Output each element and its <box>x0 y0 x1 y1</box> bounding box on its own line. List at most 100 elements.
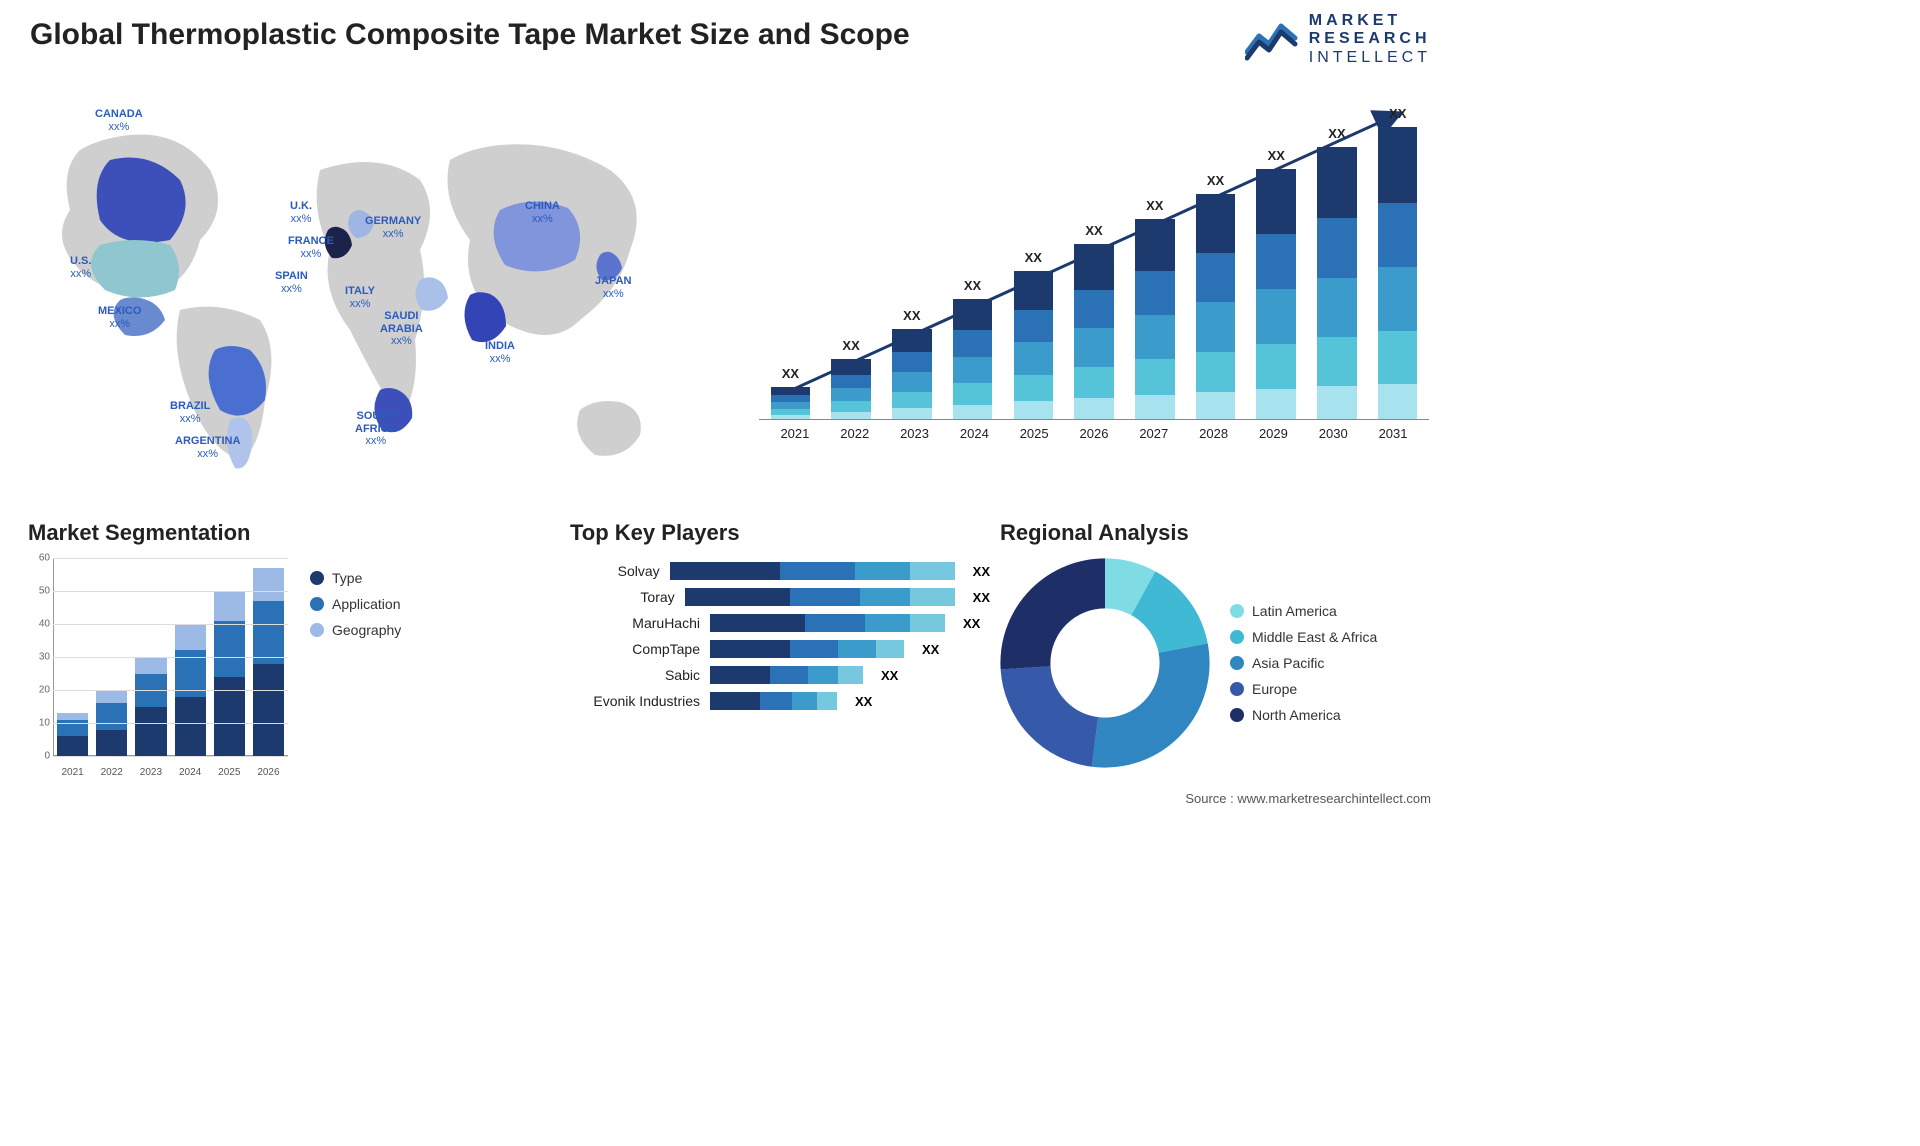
seg-legend-item: Type <box>310 570 401 586</box>
regional-legend-item: North America <box>1230 707 1377 723</box>
main-bar-seg <box>1317 218 1357 278</box>
main-xlabel: 2027 <box>1124 426 1184 441</box>
main-bar-seg <box>1196 194 1236 253</box>
main-bar-seg <box>892 408 932 419</box>
seg-bar-seg <box>57 736 88 756</box>
main-bar-seg <box>831 412 871 419</box>
player-name: Toray <box>570 589 675 605</box>
players-chart: SolvayXXTorayXXMaruHachiXXCompTapeXXSabi… <box>570 562 990 710</box>
main-bar-seg <box>1378 331 1418 384</box>
regional-legend-item: Asia Pacific <box>1230 655 1377 671</box>
seg-grid <box>53 558 288 559</box>
seg-bar-seg <box>96 703 127 729</box>
main-bar-seg <box>953 405 993 419</box>
main-bar-seg <box>831 388 871 401</box>
map-label-india: INDIAxx% <box>485 340 515 365</box>
map-usa <box>91 240 179 298</box>
seg-ytick: 30 <box>28 652 50 663</box>
player-seg <box>910 614 945 632</box>
main-bar-seg <box>771 395 811 402</box>
main-bar-seg <box>1378 203 1418 267</box>
main-bar-2027: XX <box>1129 100 1180 419</box>
seg-bar-seg <box>175 624 206 650</box>
logo-line1: MARKET <box>1309 12 1431 30</box>
main-bar-seg <box>1074 398 1114 419</box>
main-growth-chart: XXXXXXXXXXXXXXXXXXXXXX 20212022202320242… <box>759 100 1429 480</box>
main-bar-seg <box>953 299 993 330</box>
swatch-icon <box>310 597 324 611</box>
main-xlabel: 2029 <box>1244 426 1304 441</box>
main-bar-seg <box>1135 359 1175 395</box>
seg-bar-seg <box>214 677 245 756</box>
main-bar-value: XX <box>1389 106 1406 121</box>
map-label-italy: ITALYxx% <box>345 285 375 310</box>
seg-xlabel: 2022 <box>92 767 131 778</box>
seg-legend-item: Application <box>310 596 401 612</box>
seg-bar-seg <box>253 664 284 756</box>
map-label-brazil: BRAZILxx% <box>170 400 210 425</box>
main-bar-seg <box>1256 344 1296 389</box>
main-bar-value: XX <box>903 308 920 323</box>
map-label-south-africa: SOUTHAFRICAxx% <box>355 410 397 448</box>
seg-ytick: 60 <box>28 553 50 564</box>
player-row: SolvayXX <box>570 562 990 580</box>
map-label-france: FRANCExx% <box>288 235 334 260</box>
player-bar <box>670 562 955 580</box>
seg-ytick: 10 <box>28 718 50 729</box>
player-value: XX <box>973 564 990 579</box>
main-bar-seg <box>831 375 871 388</box>
regional-legend-item: Latin America <box>1230 603 1377 619</box>
seg-xlabel: 2024 <box>171 767 210 778</box>
player-seg <box>876 640 904 658</box>
main-xlabel: 2022 <box>825 426 885 441</box>
player-seg <box>838 666 863 684</box>
seg-grid <box>53 591 288 592</box>
map-label-argentina: ARGENTINAxx% <box>175 435 240 460</box>
main-bar-seg <box>1378 127 1418 203</box>
main-bar-seg <box>831 359 871 375</box>
player-value: XX <box>881 668 898 683</box>
segmentation-chart: 202120222023202420252026 0102030405060 <box>28 558 288 778</box>
map-label-spain: SPAINxx% <box>275 270 308 295</box>
main-bar-seg <box>892 392 932 408</box>
main-bar-seg <box>1074 367 1114 399</box>
main-bar-2025: XX <box>1008 100 1059 419</box>
main-bar-2031: XX <box>1372 100 1423 419</box>
swatch-icon <box>1230 630 1244 644</box>
seg-ytick: 20 <box>28 685 50 696</box>
swatch-icon <box>1230 708 1244 722</box>
player-seg <box>710 666 770 684</box>
swatch-icon <box>310 571 324 585</box>
regional-legend-label: Asia Pacific <box>1252 655 1324 671</box>
main-bar-value: XX <box>1025 250 1042 265</box>
main-bar-2029: XX <box>1251 100 1302 419</box>
player-bar <box>710 692 837 710</box>
player-seg <box>860 588 910 606</box>
player-seg <box>685 588 790 606</box>
player-seg <box>865 614 910 632</box>
main-bar-seg <box>1014 271 1054 309</box>
main-bar-value: XX <box>1268 148 1285 163</box>
player-seg <box>808 666 838 684</box>
main-bar-value: XX <box>842 338 859 353</box>
regional-legend-label: North America <box>1252 707 1341 723</box>
regional-legend-item: Middle East & Africa <box>1230 629 1377 645</box>
main-bar-seg <box>1378 267 1418 331</box>
main-xlabel: 2021 <box>765 426 825 441</box>
main-bar-2022: XX <box>826 100 877 419</box>
seg-ytick: 50 <box>28 586 50 597</box>
main-bar-seg <box>1014 375 1054 402</box>
seg-bar-seg <box>135 707 166 757</box>
seg-legend-label: Application <box>332 596 401 612</box>
map-label-u-s-: U.S.xx% <box>70 255 91 280</box>
main-bar-seg <box>1317 278 1357 338</box>
main-xlabel: 2031 <box>1363 426 1423 441</box>
seg-bar-seg <box>96 690 127 703</box>
seg-bar-seg <box>253 601 284 664</box>
main-xlabel: 2023 <box>885 426 945 441</box>
logo-line2: RESEARCH <box>1309 30 1431 48</box>
player-row: CompTapeXX <box>570 640 990 658</box>
main-bar-seg <box>1196 352 1236 393</box>
player-seg <box>855 562 910 580</box>
seg-grid <box>53 624 288 625</box>
